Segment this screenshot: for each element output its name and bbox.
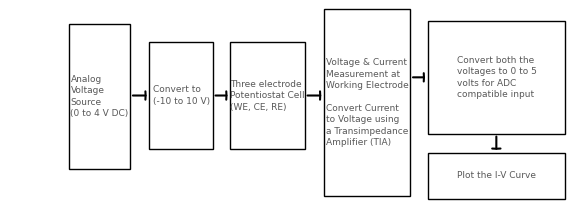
Text: Plot the I-V Curve: Plot the I-V Curve (457, 171, 536, 180)
Bar (149, 42, 213, 149)
Text: Convert to
(-10 to 10 V): Convert to (-10 to 10 V) (152, 85, 210, 106)
Bar (69, 24, 130, 169)
Bar (428, 153, 565, 199)
Bar (230, 42, 305, 149)
Bar (428, 21, 565, 134)
Text: Three electrode
Potentiostat Cell
(WE, CE, RE): Three electrode Potentiostat Cell (WE, C… (230, 80, 305, 112)
Bar (324, 9, 410, 196)
Text: Analog
Voltage
Source
(0 to 4 V DC): Analog Voltage Source (0 to 4 V DC) (70, 75, 129, 118)
Text: Convert both the
voltages to 0 to 5
volts for ADC
compatible input: Convert both the voltages to 0 to 5 volt… (456, 56, 537, 99)
Text: Voltage & Current
Measurement at
Working Electrode

Convert Current
to Voltage u: Voltage & Current Measurement at Working… (326, 58, 408, 147)
